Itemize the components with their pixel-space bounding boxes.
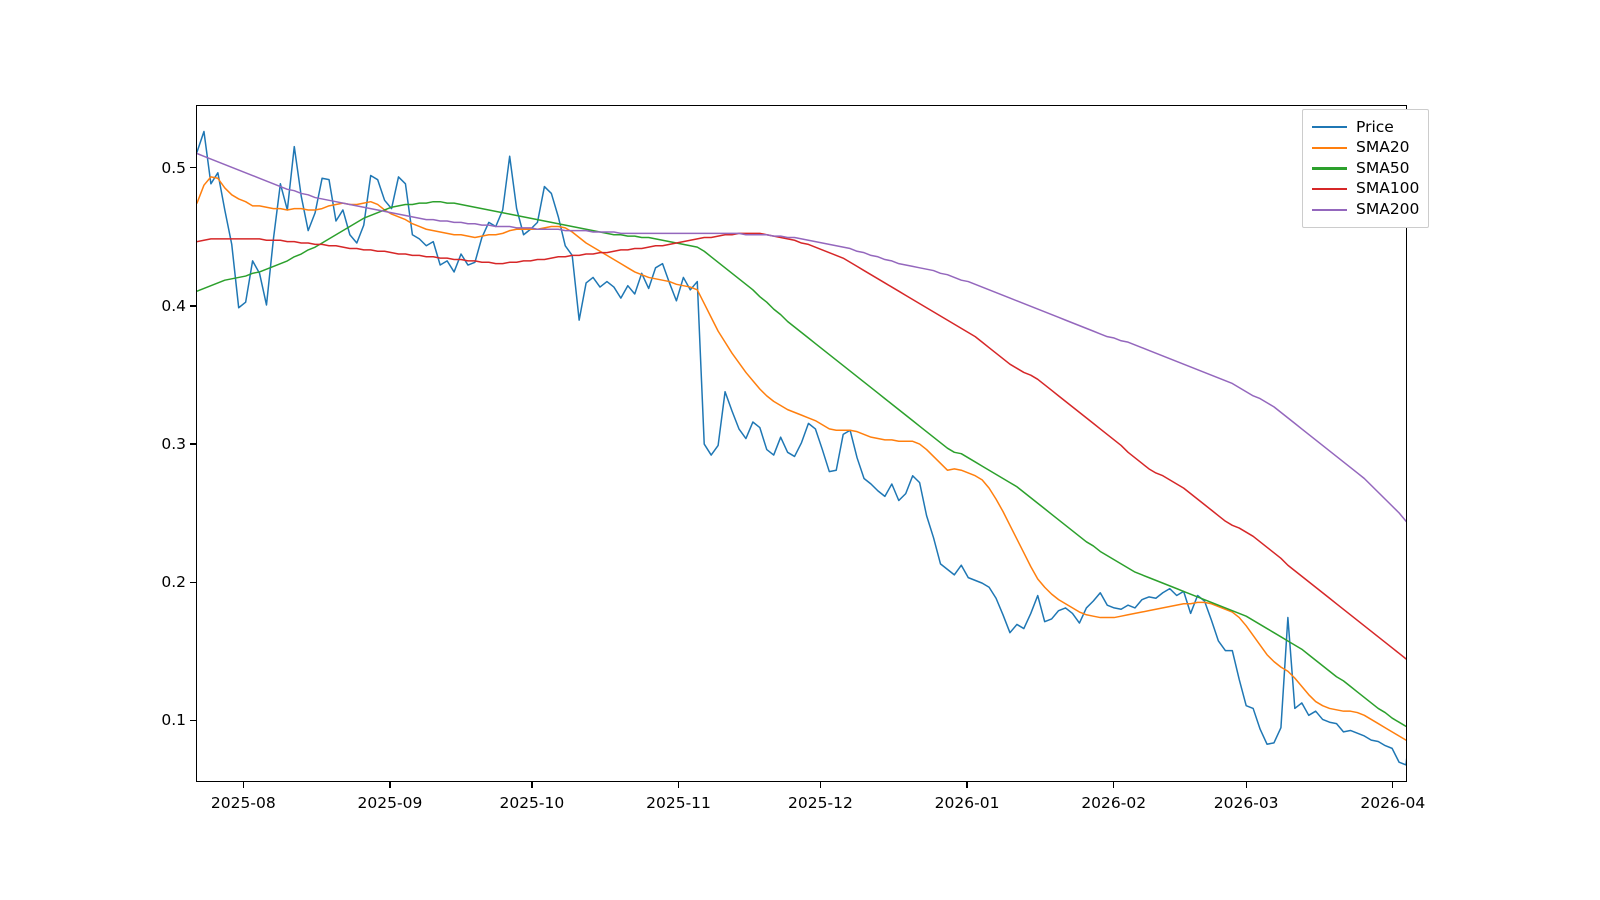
x-tick-mark: [819, 782, 822, 788]
y-tick-label: 0.3: [161, 435, 186, 454]
legend-item-sma200[interactable]: SMA200: [1312, 199, 1419, 220]
x-tick-mark: [677, 782, 680, 788]
x-tick-label: 2026-02: [1081, 794, 1147, 812]
legend-label: SMA50: [1356, 158, 1410, 177]
x-tick-mark: [1392, 782, 1394, 788]
series-line-sma20: [197, 177, 1406, 750]
x-tick-mark: [242, 782, 244, 788]
x-tick-mark: [1113, 782, 1115, 788]
chart-legend[interactable]: Price SMA20 SMA50 SMA100 SMA200: [1302, 109, 1430, 228]
x-axis-tick-labels: 2025-08 2025-09 2025-10 2025-11 2025-12 2026-…: [0, 794, 1600, 834]
legend-swatch-sma100: [1312, 188, 1347, 191]
legend-item-sma100[interactable]: SMA100: [1312, 179, 1419, 200]
series-line-sma50: [197, 202, 1406, 735]
legend-label: SMA20: [1356, 138, 1410, 157]
legend-label: SMA200: [1356, 199, 1420, 218]
legend-swatch-price: [1312, 126, 1347, 129]
legend-item-price[interactable]: Price: [1312, 117, 1419, 138]
x-tick-label: 2025-10: [499, 794, 565, 812]
series-canvas: [197, 106, 1406, 781]
x-tick-label: 2026-01: [934, 794, 1000, 812]
legend-label: Price: [1356, 117, 1394, 136]
legend-label: SMA100: [1356, 179, 1420, 198]
series-line-price: [197, 131, 1406, 764]
x-tick-label: 2025-08: [210, 794, 276, 812]
x-tick-label: 2025-09: [357, 794, 423, 812]
legend-swatch-sma50: [1312, 167, 1347, 170]
series-line-sma200: [197, 154, 1406, 562]
y-tick-label: 0.1: [161, 711, 186, 730]
y-tick-label: 0.4: [161, 296, 186, 315]
x-tick-label: 2025-12: [788, 794, 853, 812]
x-tick-label: 2025-11: [646, 794, 711, 812]
x-tick-label: 2026-03: [1213, 794, 1279, 812]
y-tick-label: 0.2: [161, 573, 186, 592]
x-tick-mark: [531, 782, 533, 788]
x-tick-label: 2026-04: [1360, 794, 1426, 812]
legend-swatch-sma200: [1312, 208, 1347, 211]
y-axis-tick-labels: 0.1 0.2 0.3 0.4 0.5: [0, 0, 186, 900]
x-tick-mark: [966, 782, 968, 788]
series-line-sma100: [197, 233, 1406, 683]
x-tick-mark: [1245, 782, 1247, 788]
legend-swatch-sma20: [1312, 146, 1347, 149]
plot-area: [196, 105, 1407, 782]
legend-item-sma20[interactable]: SMA20: [1312, 138, 1419, 159]
y-tick-label: 0.5: [161, 158, 186, 177]
x-tick-mark: [389, 782, 391, 788]
legend-item-sma50[interactable]: SMA50: [1312, 158, 1419, 179]
